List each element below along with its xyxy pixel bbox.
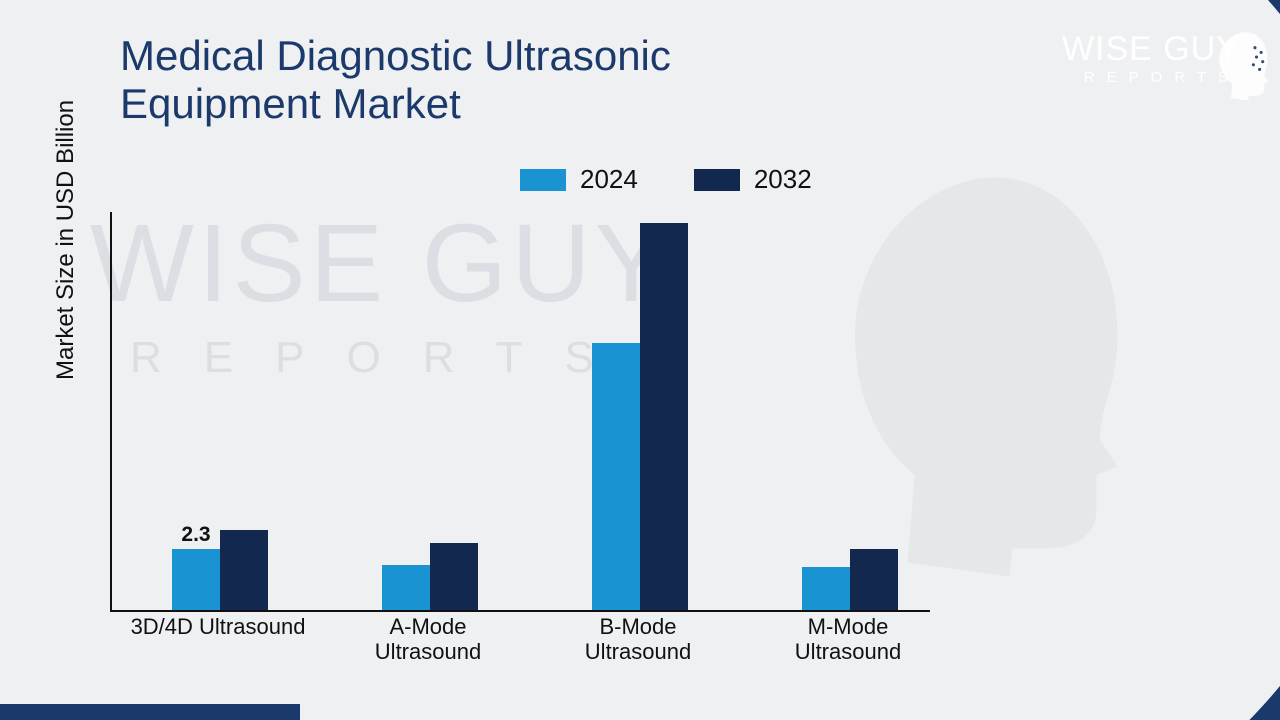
legend-label-2024: 2024 xyxy=(580,164,638,195)
legend: 2024 2032 xyxy=(520,164,812,195)
category-label-0: 3D/4D Ultrasound xyxy=(128,614,308,639)
category-label-2: B-Mode Ultrasound xyxy=(548,614,728,665)
brand-sub: REPORTS xyxy=(1062,70,1240,85)
bar-value-label: 2.3 xyxy=(181,523,210,549)
legend-item-2032: 2032 xyxy=(694,164,812,195)
bottom-accent-bar xyxy=(0,704,300,720)
bar-2032-2 xyxy=(640,223,688,610)
chart-title: Medical Diagnostic Ultrasonic Equipment … xyxy=(120,32,760,129)
brand-main: WISE GUY xyxy=(1062,32,1240,66)
legend-swatch-2024 xyxy=(520,169,566,191)
bar-2032-1 xyxy=(430,543,478,610)
category-label-1: A-Mode Ultrasound xyxy=(338,614,518,665)
plot-area: 2.3 xyxy=(110,212,930,612)
brand-logo: WISE GUY REPORTS xyxy=(1062,32,1240,85)
bar-2024-2 xyxy=(592,343,640,610)
y-axis-label: Market Size in USD Billion xyxy=(52,100,80,380)
chart-canvas: WISE GUY REPORTS Medical Diagnostic Ultr… xyxy=(0,0,1280,720)
legend-item-2024: 2024 xyxy=(520,164,638,195)
legend-swatch-2032 xyxy=(694,169,740,191)
bar-2032-3 xyxy=(850,549,898,610)
bar-2032-0 xyxy=(220,530,268,610)
legend-label-2032: 2032 xyxy=(754,164,812,195)
bar-2024-3 xyxy=(802,567,850,610)
bar-2024-1 xyxy=(382,565,430,610)
category-label-3: M-Mode Ultrasound xyxy=(758,614,938,665)
bar-2024-0: 2.3 xyxy=(172,549,220,610)
